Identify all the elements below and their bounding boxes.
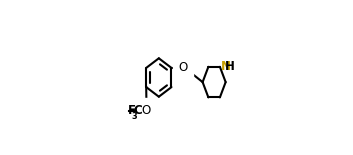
Text: F: F	[128, 104, 136, 117]
Text: N: N	[221, 60, 231, 73]
Text: O: O	[178, 61, 187, 74]
Text: O: O	[141, 104, 150, 117]
Text: C: C	[133, 104, 142, 117]
Text: 3: 3	[131, 112, 137, 121]
Text: H: H	[225, 60, 234, 73]
